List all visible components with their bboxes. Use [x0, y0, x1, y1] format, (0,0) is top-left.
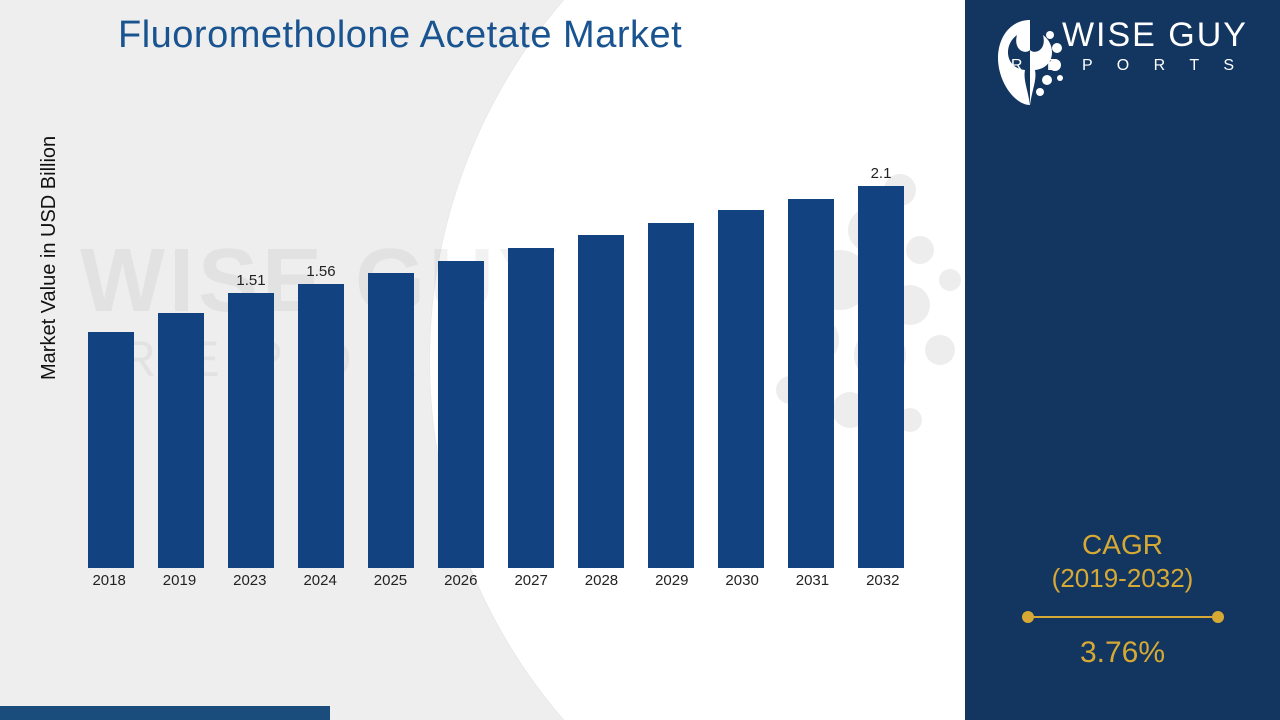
y-axis-label: Market Value in USD Billion	[38, 136, 61, 380]
bar	[228, 293, 274, 568]
x-tick-label: 2028	[578, 572, 624, 589]
bar-2023: 1.51	[228, 272, 274, 568]
bar-2019	[158, 292, 204, 568]
bar	[718, 210, 764, 568]
x-tick-label: 2027	[508, 572, 554, 589]
bar-2025	[368, 252, 414, 568]
x-tick-label: 2031	[789, 572, 835, 589]
bar-2027	[508, 227, 554, 568]
bar-2024: 1.56	[298, 263, 344, 568]
bar	[438, 261, 484, 568]
x-tick-label: 2032	[860, 572, 906, 589]
x-tick-label: 2024	[297, 572, 343, 589]
bar-chart: 1.51 1.56 2.1	[86, 168, 906, 568]
bar-2032: 2.1	[858, 165, 904, 568]
x-axis-labels: 2018 2019 2023 2024 2025 2026 2027 2028 2029 2030…	[86, 572, 906, 589]
bar-2026	[438, 240, 484, 568]
bar	[648, 223, 694, 568]
logo-line2: R E P O R T S	[1011, 58, 1248, 74]
bar-2028	[578, 214, 624, 568]
x-tick-label: 2030	[719, 572, 765, 589]
cagr-label: CAGR	[995, 529, 1250, 561]
x-tick-label: 2019	[156, 572, 202, 589]
bar-value-label: 1.56	[306, 263, 335, 281]
bar	[788, 199, 834, 568]
bar	[508, 248, 554, 568]
bar	[298, 284, 344, 568]
logo-line1: WISE GUY	[1011, 18, 1248, 52]
bar-2018	[88, 311, 134, 568]
bar-2031	[788, 178, 834, 568]
canvas: Fluorometholone Acetate Market WISE GUY …	[0, 0, 1280, 720]
bar	[158, 313, 204, 568]
cagr-divider	[1028, 616, 1218, 618]
bar-value-label: 1.51	[236, 272, 265, 290]
bar-2029	[648, 202, 694, 568]
bar	[368, 273, 414, 568]
x-tick-label: 2026	[438, 572, 484, 589]
bar-2030	[718, 189, 764, 568]
cagr-block: CAGR (2019-2032) 3.76%	[995, 529, 1250, 670]
bar-value-label: 2.1	[871, 165, 892, 183]
bar	[858, 186, 904, 568]
cagr-range: (2019-2032)	[995, 563, 1250, 594]
bar	[88, 332, 134, 568]
cagr-value: 3.76%	[995, 636, 1250, 670]
x-tick-label: 2023	[227, 572, 273, 589]
bottom-accent-bar	[0, 706, 330, 720]
chart-title: Fluorometholone Acetate Market	[118, 14, 682, 57]
x-tick-label: 2025	[367, 572, 413, 589]
x-tick-label: 2029	[649, 572, 695, 589]
x-tick-label: 2018	[86, 572, 132, 589]
brand-logo: WISE GUY R E P O R T S	[1011, 18, 1248, 74]
bar	[578, 235, 624, 568]
